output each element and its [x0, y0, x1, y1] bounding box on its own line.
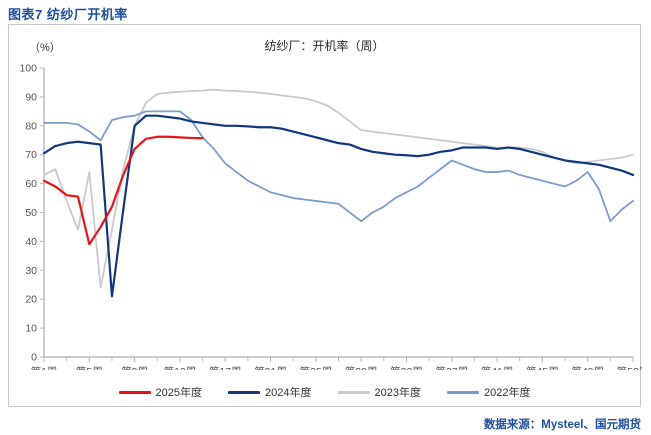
- legend-label-2024: 2024年度: [265, 387, 312, 399]
- legend-item-2024[interactable]: 2024年度: [228, 384, 312, 400]
- legend-label-2025: 2025年度: [155, 387, 203, 399]
- figure-caption: 图表7 纺纱厂开机率: [8, 7, 128, 22]
- legend-swatch-2023: [337, 390, 370, 394]
- legend-swatch-2024: [228, 390, 261, 394]
- svg-text:第53周: 第53周: [617, 365, 642, 370]
- svg-text:第25周: 第25周: [300, 365, 333, 370]
- svg-text:第29周: 第29周: [345, 365, 378, 370]
- legend-item-2023[interactable]: 2023年度: [337, 384, 421, 400]
- svg-text:第5周: 第5周: [76, 365, 103, 370]
- svg-text:第13周: 第13周: [164, 365, 197, 370]
- svg-text:第45周: 第45周: [526, 365, 559, 370]
- svg-text:10: 10: [25, 323, 37, 335]
- line-chart-plot: 0 10 20 30 40 50 60 70 80 90 100 第1周 第5周 第9周 第13周 第17周 第…: [19, 63, 642, 371]
- svg-text:90: 90: [25, 91, 37, 103]
- source-note: 数据来源：Mysteel、国元期货: [483, 419, 641, 431]
- svg-text:100: 100: [19, 63, 37, 75]
- legend-label-2023: 2023年度: [374, 387, 421, 399]
- svg-text:80: 80: [25, 120, 37, 132]
- svg-text:第49周: 第49周: [571, 365, 604, 370]
- svg-text:第1周: 第1周: [31, 365, 58, 370]
- legend-swatch-2022: [446, 390, 479, 394]
- svg-text:第37周: 第37周: [435, 365, 468, 370]
- chart-legend: 2025年度 2024年度 2023年度 2022年度: [9, 384, 640, 400]
- svg-text:第17周: 第17周: [209, 365, 242, 370]
- svg-text:50: 50: [25, 207, 37, 219]
- y-axis-unit-label: （%）: [29, 42, 61, 54]
- legend-item-2025[interactable]: 2025年度: [118, 384, 203, 400]
- svg-text:第21周: 第21周: [254, 365, 287, 370]
- svg-text:70: 70: [25, 149, 37, 161]
- legend-item-2022[interactable]: 2022年度: [446, 384, 531, 400]
- svg-text:40: 40: [25, 236, 37, 248]
- svg-text:第33周: 第33周: [390, 365, 423, 370]
- svg-text:第41周: 第41周: [481, 365, 514, 370]
- svg-text:0: 0: [31, 352, 37, 364]
- svg-text:第9周: 第9周: [121, 365, 148, 370]
- svg-text:30: 30: [25, 265, 37, 277]
- legend-swatch-2025: [118, 390, 151, 394]
- chart-container: （%） 纺纱厂：开机率（周） 0 10 20 30 40 50 60 70 80 90 100 第1周…: [8, 24, 642, 407]
- svg-text:20: 20: [25, 294, 37, 306]
- svg-text:60: 60: [25, 178, 37, 190]
- chart-title: 纺纱厂：开机率（周）: [264, 39, 385, 53]
- legend-label-2022: 2022年度: [483, 387, 531, 399]
